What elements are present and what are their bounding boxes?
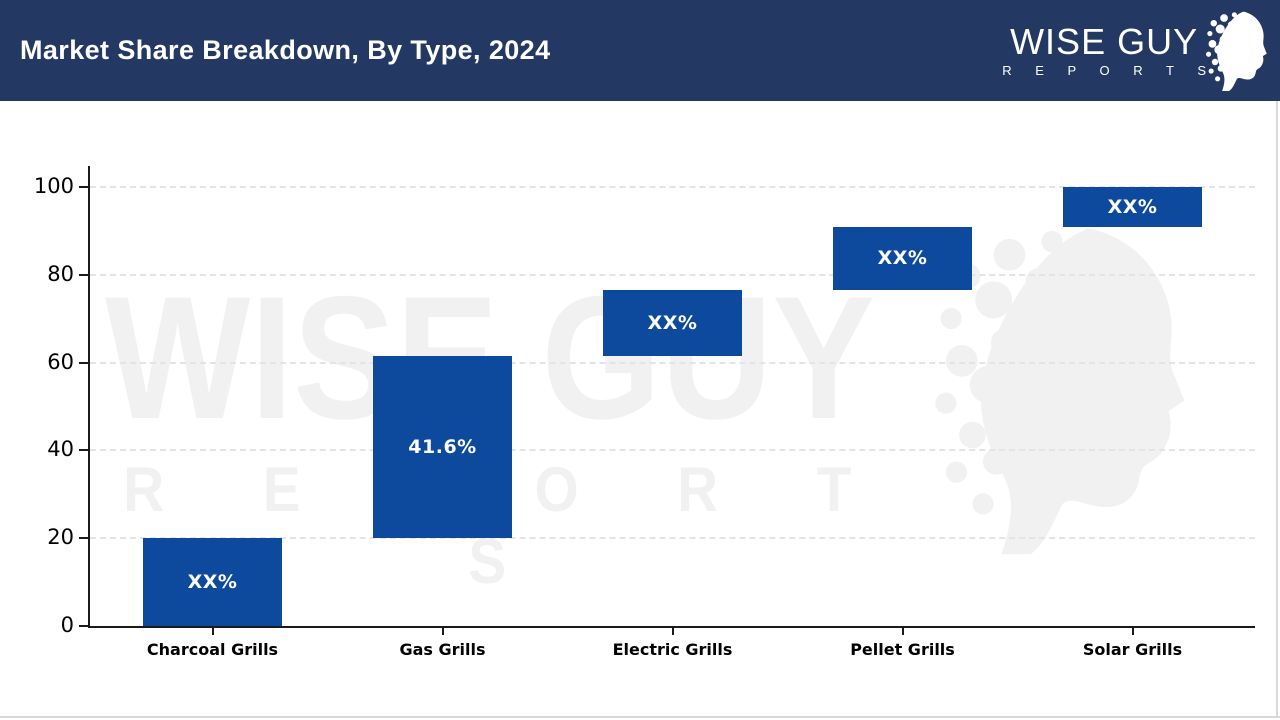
logo-wordmark: WISE GUY <box>1010 21 1199 62</box>
bar-segment: XX% <box>833 226 972 290</box>
gridline <box>90 186 1255 188</box>
x-tick-label: Gas Grills <box>399 640 486 659</box>
logo-subtext: R E P O R T S <box>1002 63 1216 78</box>
x-axis-tick <box>441 626 444 635</box>
x-tick-label: Charcoal Grills <box>146 640 279 659</box>
header: Market Share Breakdown, By Type, 2024 WI… <box>0 0 1280 101</box>
bar-segment: 41.6% <box>373 355 512 539</box>
x-axis-tick <box>671 626 674 635</box>
y-tick-label: 60 <box>47 349 74 374</box>
x-axis-tick <box>211 626 214 635</box>
x-tick-label: Solar Grills <box>1082 640 1183 659</box>
x-tick-label: Pellet Grills <box>850 640 955 659</box>
gridline <box>90 537 1255 540</box>
y-axis-tick <box>79 625 88 627</box>
bar-value-label: XX% <box>877 247 928 270</box>
bar-value-label: XX% <box>1107 195 1158 218</box>
bar-segment: XX% <box>143 538 282 626</box>
y-tick-label: 0 <box>60 613 74 637</box>
gridline <box>90 361 1255 364</box>
page-title: Market Share Breakdown, By Type, 2024 <box>20 35 551 65</box>
bar-segment: XX% <box>1063 187 1202 227</box>
x-tick-label: Electric Grills <box>612 640 733 659</box>
y-axis-tick <box>79 186 88 188</box>
gridline <box>90 449 1255 452</box>
bar-value-label: 41.6% <box>408 435 477 458</box>
bar-segment: XX% <box>603 289 742 356</box>
y-axis-tick <box>79 273 88 276</box>
y-axis-tick <box>79 449 88 452</box>
gridline <box>90 273 1255 276</box>
y-axis-tick <box>79 361 88 364</box>
y-tick-label: 100 <box>33 174 74 198</box>
bar-value-label: XX% <box>647 311 698 334</box>
bottom-border <box>0 716 1280 718</box>
x-axis-tick <box>901 626 904 635</box>
x-axis-tick <box>1131 626 1134 635</box>
plot-area: 0 20 40 60 80 100 Charcoal Grills XX% Gas Grills… <box>34 166 1255 659</box>
y-axis-tick <box>79 537 88 540</box>
wiseguy-logo: WISE GUY R E P O R T S <box>992 9 1270 93</box>
y-tick-label: 20 <box>47 525 74 550</box>
bar-value-label: XX% <box>187 571 238 594</box>
y-tick-label: 40 <box>47 437 74 462</box>
y-tick-label: 80 <box>47 261 74 286</box>
right-border <box>1276 101 1278 716</box>
